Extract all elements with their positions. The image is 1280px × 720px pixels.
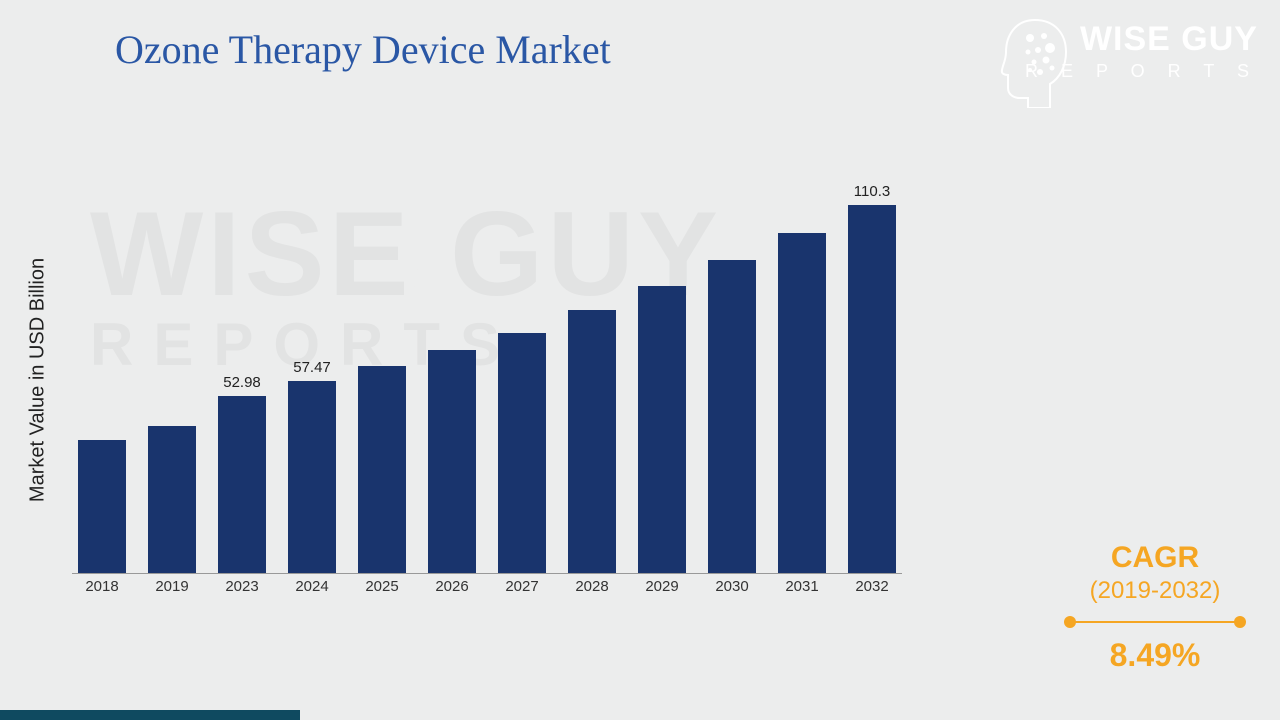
bar: [848, 205, 896, 573]
cagr-value: 8.49%: [1030, 637, 1280, 674]
bar-column: 57.47: [288, 381, 336, 573]
x-tick-label: 2018: [78, 578, 126, 600]
y-axis-label: Market Value in USD Billion: [27, 258, 50, 502]
bar: [778, 233, 826, 573]
bar-chart: Market Value in USD Billion 52.9857.4711…: [72, 160, 902, 600]
x-tick-label: 2031: [778, 578, 826, 600]
x-tick-label: 2027: [498, 578, 546, 600]
x-tick-label: 2029: [638, 578, 686, 600]
bar: [498, 333, 546, 573]
bar-value-label: 57.47: [293, 359, 331, 376]
bar: [78, 440, 126, 573]
x-tick-label: 2032: [848, 578, 896, 600]
x-axis-baseline: [72, 573, 902, 574]
page-root: WISE GUY R E P O R T S CAGR (2019-2032) …: [0, 0, 1280, 720]
bar-column: [778, 233, 826, 573]
x-tick-label: 2024: [288, 578, 336, 600]
footer-accent-strip: [0, 710, 300, 720]
bar: [428, 350, 476, 573]
bar: [708, 260, 756, 573]
x-axis-labels: 2018 2019 2023 2024 2025 2026 2027 2028 2029 2030…: [72, 578, 902, 600]
x-tick-label: 2025: [358, 578, 406, 600]
bar: [288, 381, 336, 573]
brand-logo-text: WISE GUY R E P O R T S: [1025, 20, 1258, 82]
bar: [358, 366, 406, 573]
x-tick-label: 2030: [708, 578, 756, 600]
x-tick-label: 2023: [218, 578, 266, 600]
bar-column: [78, 440, 126, 573]
cagr-block: CAGR (2019-2032) 8.49%: [1030, 541, 1280, 674]
bar-value-label: 110.3: [854, 183, 890, 200]
brand-line2: R E P O R T S: [1025, 61, 1258, 82]
bar: [638, 286, 686, 573]
bar-column: [428, 350, 476, 573]
bar-column: 52.98: [218, 396, 266, 573]
cagr-separator: [1070, 621, 1240, 623]
cagr-label: CAGR: [1030, 541, 1280, 575]
bars-container: 52.98 57.47 110.3: [72, 173, 902, 573]
bar-column: [708, 260, 756, 573]
bar-column: [568, 310, 616, 573]
bar: [148, 426, 196, 573]
chart-title: Ozone Therapy Device Market: [115, 26, 611, 73]
x-tick-label: 2019: [148, 578, 196, 600]
right-brand-panel: WISE GUY R E P O R T S CAGR (2019-2032) …: [970, 0, 1280, 720]
brand-line1: WISE GUY: [1025, 20, 1258, 59]
x-tick-label: 2028: [568, 578, 616, 600]
bar-column: [358, 366, 406, 573]
x-tick-label: 2026: [428, 578, 476, 600]
bar-value-label: 52.98: [223, 374, 261, 391]
bar-column: 110.3: [848, 205, 896, 573]
bar: [568, 310, 616, 573]
bar-column: [148, 426, 196, 573]
bar: [218, 396, 266, 573]
cagr-period: (2019-2032): [1030, 577, 1280, 605]
bar-column: [498, 333, 546, 573]
bar-column: [638, 286, 686, 573]
